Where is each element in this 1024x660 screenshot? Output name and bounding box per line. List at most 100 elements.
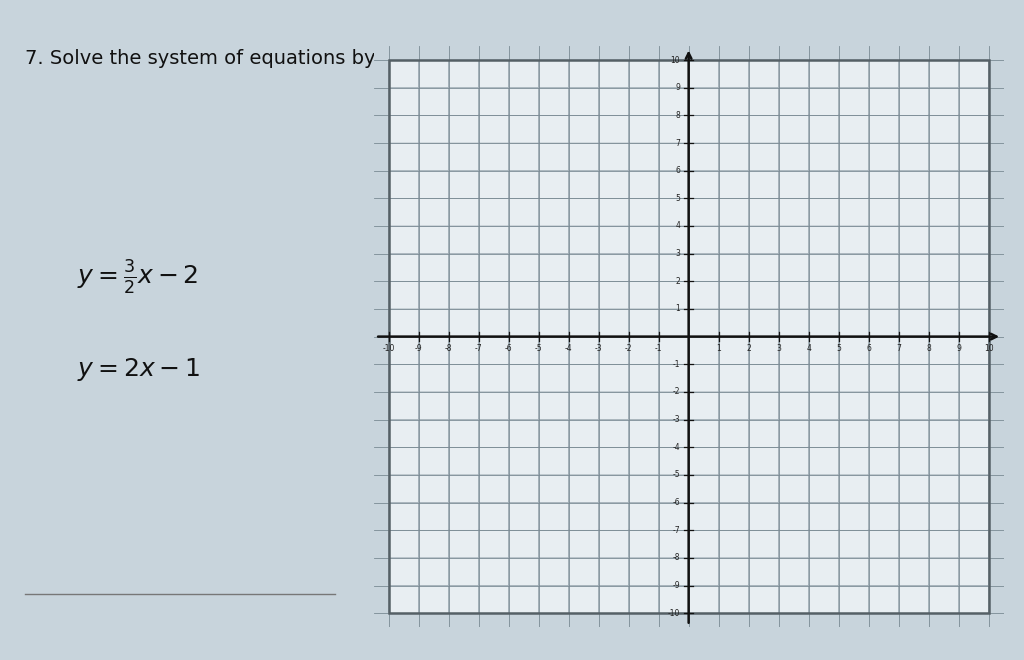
FancyBboxPatch shape bbox=[479, 60, 509, 88]
FancyBboxPatch shape bbox=[449, 143, 479, 171]
Text: -3: -3 bbox=[595, 345, 602, 353]
FancyBboxPatch shape bbox=[809, 281, 839, 309]
FancyBboxPatch shape bbox=[809, 143, 839, 171]
Text: 4: 4 bbox=[676, 222, 680, 230]
FancyBboxPatch shape bbox=[688, 226, 719, 253]
FancyBboxPatch shape bbox=[658, 530, 688, 558]
FancyBboxPatch shape bbox=[568, 226, 599, 253]
FancyBboxPatch shape bbox=[778, 253, 809, 281]
FancyBboxPatch shape bbox=[929, 364, 958, 392]
FancyBboxPatch shape bbox=[899, 530, 929, 558]
FancyBboxPatch shape bbox=[449, 309, 479, 337]
FancyBboxPatch shape bbox=[539, 143, 568, 171]
FancyBboxPatch shape bbox=[809, 115, 839, 143]
FancyBboxPatch shape bbox=[629, 281, 658, 309]
FancyBboxPatch shape bbox=[599, 115, 629, 143]
FancyBboxPatch shape bbox=[719, 585, 749, 613]
FancyBboxPatch shape bbox=[389, 585, 419, 613]
FancyBboxPatch shape bbox=[749, 115, 778, 143]
FancyBboxPatch shape bbox=[929, 558, 958, 585]
FancyBboxPatch shape bbox=[958, 115, 988, 143]
FancyBboxPatch shape bbox=[479, 447, 509, 475]
FancyBboxPatch shape bbox=[509, 337, 539, 364]
FancyBboxPatch shape bbox=[658, 337, 688, 364]
FancyBboxPatch shape bbox=[868, 585, 899, 613]
FancyBboxPatch shape bbox=[839, 88, 868, 115]
FancyBboxPatch shape bbox=[658, 447, 688, 475]
FancyBboxPatch shape bbox=[809, 420, 839, 447]
Text: -1: -1 bbox=[655, 345, 663, 353]
FancyBboxPatch shape bbox=[749, 364, 778, 392]
FancyBboxPatch shape bbox=[719, 226, 749, 253]
FancyBboxPatch shape bbox=[899, 253, 929, 281]
FancyBboxPatch shape bbox=[479, 502, 509, 530]
FancyBboxPatch shape bbox=[929, 226, 958, 253]
FancyBboxPatch shape bbox=[929, 88, 958, 115]
Text: 2: 2 bbox=[746, 345, 751, 353]
FancyBboxPatch shape bbox=[868, 530, 899, 558]
FancyBboxPatch shape bbox=[868, 115, 899, 143]
FancyBboxPatch shape bbox=[778, 530, 809, 558]
FancyBboxPatch shape bbox=[658, 143, 688, 171]
Text: 9: 9 bbox=[676, 83, 680, 92]
FancyBboxPatch shape bbox=[958, 337, 988, 364]
Text: -2: -2 bbox=[673, 387, 680, 397]
FancyBboxPatch shape bbox=[419, 364, 449, 392]
FancyBboxPatch shape bbox=[449, 226, 479, 253]
FancyBboxPatch shape bbox=[389, 115, 419, 143]
FancyBboxPatch shape bbox=[629, 143, 658, 171]
FancyBboxPatch shape bbox=[599, 475, 629, 502]
FancyBboxPatch shape bbox=[749, 143, 778, 171]
FancyBboxPatch shape bbox=[719, 143, 749, 171]
FancyBboxPatch shape bbox=[449, 115, 479, 143]
FancyBboxPatch shape bbox=[389, 475, 419, 502]
FancyBboxPatch shape bbox=[389, 392, 419, 420]
Text: 5: 5 bbox=[837, 345, 841, 353]
FancyBboxPatch shape bbox=[479, 364, 509, 392]
FancyBboxPatch shape bbox=[479, 171, 509, 198]
FancyBboxPatch shape bbox=[539, 253, 568, 281]
FancyBboxPatch shape bbox=[719, 558, 749, 585]
FancyBboxPatch shape bbox=[958, 171, 988, 198]
FancyBboxPatch shape bbox=[809, 475, 839, 502]
FancyBboxPatch shape bbox=[539, 281, 568, 309]
FancyBboxPatch shape bbox=[899, 447, 929, 475]
FancyBboxPatch shape bbox=[839, 558, 868, 585]
FancyBboxPatch shape bbox=[868, 226, 899, 253]
FancyBboxPatch shape bbox=[419, 585, 449, 613]
FancyBboxPatch shape bbox=[629, 502, 658, 530]
FancyBboxPatch shape bbox=[899, 420, 929, 447]
Text: 2: 2 bbox=[676, 277, 680, 286]
FancyBboxPatch shape bbox=[839, 337, 868, 364]
FancyBboxPatch shape bbox=[658, 364, 688, 392]
FancyBboxPatch shape bbox=[899, 475, 929, 502]
FancyBboxPatch shape bbox=[839, 585, 868, 613]
FancyBboxPatch shape bbox=[719, 198, 749, 226]
FancyBboxPatch shape bbox=[599, 88, 629, 115]
FancyBboxPatch shape bbox=[839, 420, 868, 447]
FancyBboxPatch shape bbox=[958, 60, 988, 88]
FancyBboxPatch shape bbox=[599, 253, 629, 281]
FancyBboxPatch shape bbox=[539, 171, 568, 198]
FancyBboxPatch shape bbox=[719, 530, 749, 558]
FancyBboxPatch shape bbox=[719, 171, 749, 198]
FancyBboxPatch shape bbox=[868, 253, 899, 281]
FancyBboxPatch shape bbox=[629, 171, 658, 198]
FancyBboxPatch shape bbox=[958, 475, 988, 502]
FancyBboxPatch shape bbox=[688, 88, 719, 115]
FancyBboxPatch shape bbox=[568, 198, 599, 226]
FancyBboxPatch shape bbox=[778, 447, 809, 475]
Text: -5: -5 bbox=[673, 471, 680, 479]
FancyBboxPatch shape bbox=[809, 171, 839, 198]
FancyBboxPatch shape bbox=[419, 558, 449, 585]
Text: 3: 3 bbox=[776, 345, 781, 353]
FancyBboxPatch shape bbox=[389, 281, 419, 309]
Text: -1: -1 bbox=[673, 360, 680, 369]
FancyBboxPatch shape bbox=[719, 447, 749, 475]
FancyBboxPatch shape bbox=[599, 502, 629, 530]
FancyBboxPatch shape bbox=[839, 530, 868, 558]
Text: 10: 10 bbox=[671, 55, 680, 65]
FancyBboxPatch shape bbox=[929, 420, 958, 447]
FancyBboxPatch shape bbox=[599, 558, 629, 585]
FancyBboxPatch shape bbox=[929, 281, 958, 309]
